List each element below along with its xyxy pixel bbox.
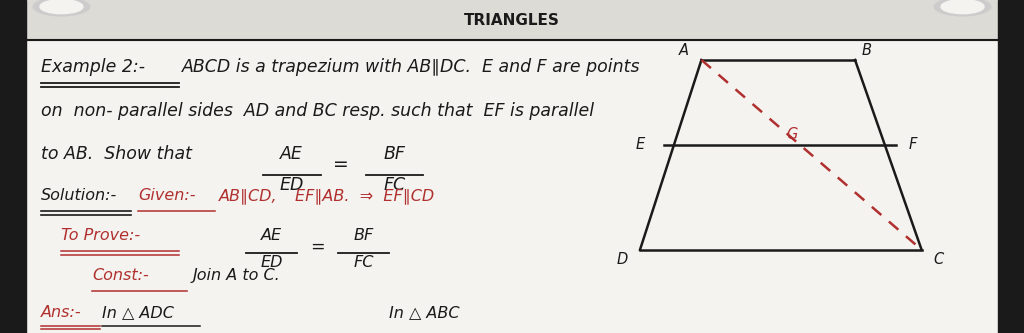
Text: FC: FC xyxy=(353,255,374,270)
Text: Ans:-: Ans:- xyxy=(41,305,82,320)
Text: to AB.  Show that: to AB. Show that xyxy=(41,145,191,163)
Bar xyxy=(26,0,998,40)
Text: ED: ED xyxy=(280,176,304,194)
Text: TRIANGLES: TRIANGLES xyxy=(464,13,560,28)
Text: In △ ABC: In △ ABC xyxy=(389,305,460,320)
Text: AE: AE xyxy=(281,145,303,163)
Text: Join A to C.: Join A to C. xyxy=(193,268,281,283)
Ellipse shape xyxy=(40,0,83,14)
Text: ABCD is a trapezium with AB∥DC.  E and F are points: ABCD is a trapezium with AB∥DC. E and F … xyxy=(182,58,641,76)
Text: ED: ED xyxy=(260,255,283,270)
Text: Example 2:-: Example 2:- xyxy=(41,58,145,76)
Text: =: = xyxy=(333,155,348,174)
Ellipse shape xyxy=(941,0,984,14)
Text: To Prove:-: To Prove:- xyxy=(61,228,140,243)
Ellipse shape xyxy=(33,0,90,16)
Text: A: A xyxy=(679,43,689,58)
Bar xyxy=(0,0,26,333)
Text: BF: BF xyxy=(383,145,406,163)
Text: F: F xyxy=(908,137,916,153)
Text: =: = xyxy=(310,237,325,255)
Text: AB∥CD,: AB∥CD, xyxy=(219,188,278,204)
Text: D: D xyxy=(616,252,628,267)
Ellipse shape xyxy=(934,0,990,16)
Text: EF∥AB.  ⇒  EF∥CD: EF∥AB. ⇒ EF∥CD xyxy=(295,188,434,204)
Text: E: E xyxy=(636,137,645,153)
Text: BF: BF xyxy=(353,228,374,243)
Text: In △ ADC: In △ ADC xyxy=(102,305,174,320)
Text: G: G xyxy=(786,127,798,142)
Text: Const:-: Const:- xyxy=(92,268,148,283)
Text: B: B xyxy=(861,43,871,58)
Text: Solution:-: Solution:- xyxy=(41,188,117,203)
Bar xyxy=(998,0,1024,333)
Text: FC: FC xyxy=(383,176,406,194)
Text: Given:-: Given:- xyxy=(138,188,196,203)
Text: C: C xyxy=(934,252,944,267)
Text: on  non- parallel sides  AD and BC resp. such that  EF is parallel: on non- parallel sides AD and BC resp. s… xyxy=(41,102,594,120)
Text: AE: AE xyxy=(261,228,282,243)
